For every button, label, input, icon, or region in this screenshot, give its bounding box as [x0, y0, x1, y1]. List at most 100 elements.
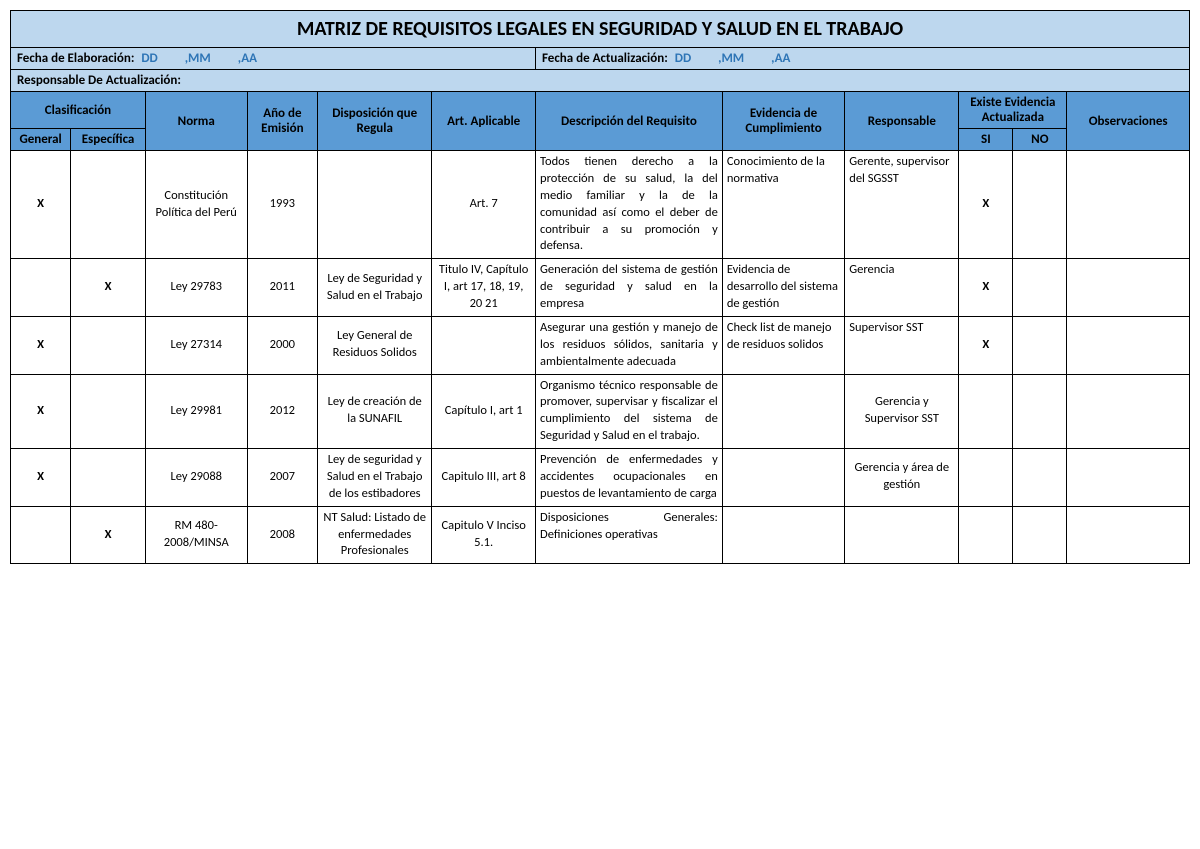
cell-disposicion	[318, 151, 432, 259]
cell-evidencia: Evidencia de desarrollo del sistema de g…	[722, 259, 844, 317]
cell-responsable: Gerencia y Supervisor SST	[845, 374, 959, 449]
responsible-update-label: Responsable De Actualización:	[11, 70, 1190, 92]
elab-label: Fecha de Elaboración:	[17, 51, 134, 66]
cell-descripcion: Prevención de enfermedades y accidentes …	[536, 449, 723, 507]
cell-descripcion: Generación del sistema de gestión de seg…	[536, 259, 723, 317]
cell-evidencia	[722, 506, 844, 564]
cell-si	[959, 374, 1013, 449]
table-row: XRM 480-2008/MINSA2008NT Salud: Listado …	[11, 506, 1190, 564]
cell-general: X	[11, 316, 71, 374]
matrix-title: MATRIZ DE REQUISITOS LEGALES EN SEGURIDA…	[11, 11, 1190, 48]
h-norma: Norma	[145, 92, 247, 151]
cell-no	[1013, 316, 1067, 374]
cell-anio: 2011	[247, 259, 318, 317]
table-row: XLey 297832011Ley de Seguridad y Salud e…	[11, 259, 1190, 317]
cell-responsable: Gerente, supervisor del SGSST	[845, 151, 959, 259]
elab-aa: ,AA	[238, 51, 257, 66]
cell-responsable: Supervisor SST	[845, 316, 959, 374]
cell-responsable: Gerencia y área de gestión	[845, 449, 959, 507]
cell-general	[11, 259, 71, 317]
update-date-cell: Fecha de Actualización: DD ,MM ,AA	[536, 48, 1190, 70]
table-row: XLey 299812012Ley de creación de la SUNA…	[11, 374, 1190, 449]
header-row-1: Clasificación Norma Año de Emisión Dispo…	[11, 92, 1190, 129]
cell-disposicion: Ley General de Residuos Solidos	[318, 316, 432, 374]
cell-art: Capitulo III, art 8	[432, 449, 536, 507]
h-especifica: Específica	[71, 129, 146, 151]
cell-evidencia	[722, 449, 844, 507]
cell-si: X	[959, 259, 1013, 317]
cell-no	[1013, 374, 1067, 449]
h-art: Art. Aplicable	[432, 92, 536, 151]
cell-no	[1013, 506, 1067, 564]
legal-requirements-matrix: MATRIZ DE REQUISITOS LEGALES EN SEGURIDA…	[10, 10, 1190, 564]
cell-obs	[1067, 316, 1190, 374]
cell-evidencia: Check list de manejo de residuos solidos	[722, 316, 844, 374]
h-existe: Existe Evidencia Actualizada	[959, 92, 1067, 129]
cell-norma: Ley 29981	[145, 374, 247, 449]
meta-dates-row: Fecha de Elaboración: DD ,MM ,AA Fecha d…	[11, 48, 1190, 70]
cell-no	[1013, 151, 1067, 259]
elab-mm: ,MM	[185, 51, 211, 66]
act-label: Fecha de Actualización:	[542, 51, 668, 66]
table-row: X Ley 273142000Ley General de Residuos So…	[11, 316, 1190, 374]
data-body: XConstitución Política del Perú1993Art. …	[11, 151, 1190, 564]
cell-art: Art. 7	[432, 151, 536, 259]
cell-norma: Ley 29783	[145, 259, 247, 317]
cell-obs	[1067, 151, 1190, 259]
cell-descripcion: Organismo técnico responsable de promove…	[536, 374, 723, 449]
cell-especifica	[71, 316, 146, 374]
cell-especifica	[71, 151, 146, 259]
cell-si	[959, 449, 1013, 507]
cell-art: Capitulo V Inciso 5.1.	[432, 506, 536, 564]
cell-anio: 2000	[247, 316, 318, 374]
h-descripcion: Descripción del Requisito	[536, 92, 723, 151]
cell-disposicion: NT Salud: Listado de enfermedades Profes…	[318, 506, 432, 564]
h-si: SI	[959, 129, 1013, 151]
cell-anio: 2012	[247, 374, 318, 449]
cell-evidencia: Conocimiento de la normativa	[722, 151, 844, 259]
cell-especifica: X	[71, 259, 146, 317]
cell-responsable: Gerencia	[845, 259, 959, 317]
cell-obs	[1067, 506, 1190, 564]
elab-dd: DD	[141, 51, 157, 66]
cell-art	[432, 316, 536, 374]
cell-anio: 2007	[247, 449, 318, 507]
cell-descripcion: Disposiciones Generales: Definiciones op…	[536, 506, 723, 564]
cell-disposicion: Ley de creación de la SUNAFIL	[318, 374, 432, 449]
cell-disposicion: Ley de seguridad y Salud en el Trabajo d…	[318, 449, 432, 507]
h-evidencia: Evidencia de Cumplimiento	[722, 92, 844, 151]
h-clasificacion: Clasificación	[11, 92, 146, 129]
cell-no	[1013, 449, 1067, 507]
cell-art: Capítulo I, art 1	[432, 374, 536, 449]
cell-general	[11, 506, 71, 564]
cell-obs	[1067, 449, 1190, 507]
cell-general: X	[11, 151, 71, 259]
cell-especifica	[71, 449, 146, 507]
cell-si: X	[959, 316, 1013, 374]
h-no: NO	[1013, 129, 1067, 151]
act-dd: DD	[675, 51, 691, 66]
meta-responsible-row: Responsable De Actualización:	[11, 70, 1190, 92]
cell-descripcion: Asegurar una gestión y manejo de los res…	[536, 316, 723, 374]
h-general: General	[11, 129, 71, 151]
cell-obs	[1067, 259, 1190, 317]
h-responsable: Responsable	[845, 92, 959, 151]
table-row: XLey 290882007Ley de seguridad y Salud e…	[11, 449, 1190, 507]
cell-norma: Ley 27314	[145, 316, 247, 374]
h-obs: Observaciones	[1067, 92, 1190, 151]
cell-anio: 2008	[247, 506, 318, 564]
cell-norma: Constitución Política del Perú	[145, 151, 247, 259]
cell-si: X	[959, 151, 1013, 259]
cell-responsable	[845, 506, 959, 564]
cell-norma: Ley 29088	[145, 449, 247, 507]
cell-especifica: X	[71, 506, 146, 564]
cell-norma: RM 480-2008/MINSA	[145, 506, 247, 564]
elaboration-date-cell: Fecha de Elaboración: DD ,MM ,AA	[11, 48, 536, 70]
cell-art: Titulo IV, Capítulo I, art 17, 18, 19, 2…	[432, 259, 536, 317]
table-row: XConstitución Política del Perú1993Art. …	[11, 151, 1190, 259]
title-row: MATRIZ DE REQUISITOS LEGALES EN SEGURIDA…	[11, 11, 1190, 48]
cell-obs	[1067, 374, 1190, 449]
cell-disposicion: Ley de Seguridad y Salud en el Trabajo	[318, 259, 432, 317]
cell-no	[1013, 259, 1067, 317]
act-mm: ,MM	[718, 51, 744, 66]
